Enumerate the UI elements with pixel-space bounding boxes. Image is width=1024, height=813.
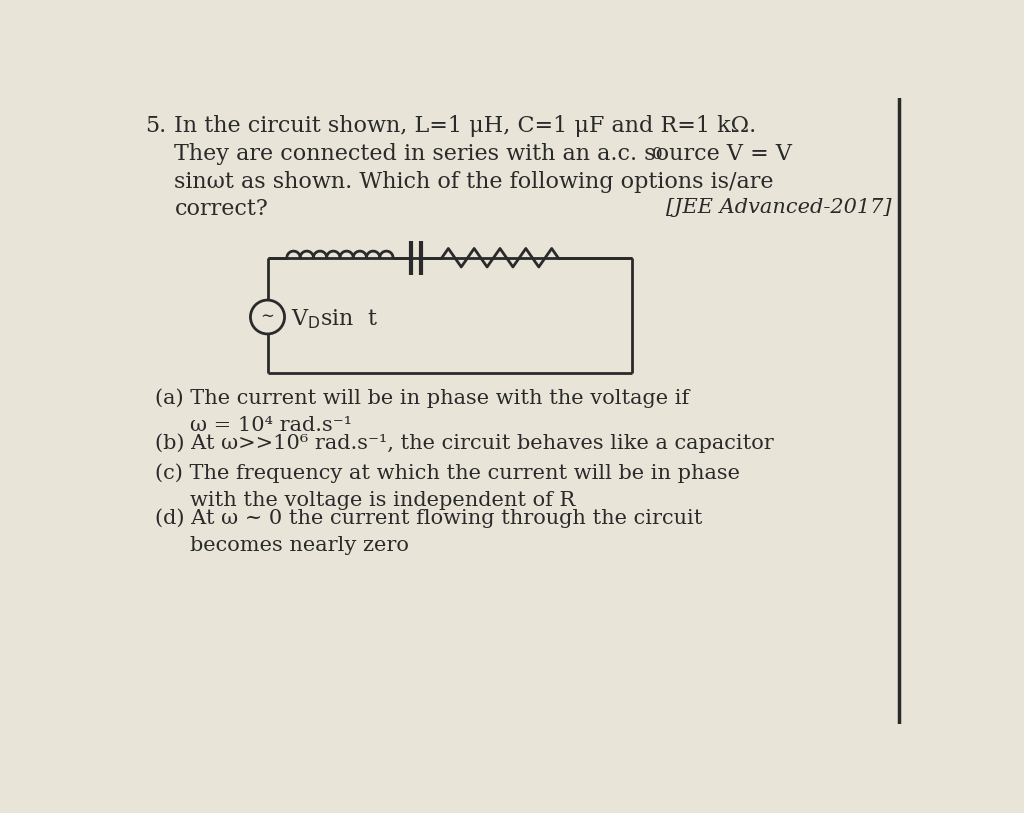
Text: (c) The frequency at which the current will be in phase: (c) The frequency at which the current w… bbox=[155, 463, 740, 483]
Text: 0: 0 bbox=[652, 146, 663, 163]
Text: ∼: ∼ bbox=[260, 308, 274, 324]
Text: becomes nearly zero: becomes nearly zero bbox=[190, 536, 409, 554]
Text: (d) At ω ~ 0 the current flowing through the circuit: (d) At ω ~ 0 the current flowing through… bbox=[155, 508, 702, 528]
Text: correct?: correct? bbox=[174, 198, 268, 220]
Text: sinωt as shown. Which of the following options is/are: sinωt as shown. Which of the following o… bbox=[174, 171, 774, 193]
Text: V$_{\rm D}$sin  t: V$_{\rm D}$sin t bbox=[291, 307, 378, 331]
Text: (a) The current will be in phase with the voltage if: (a) The current will be in phase with th… bbox=[155, 389, 689, 408]
Text: with the voltage is independent of R: with the voltage is independent of R bbox=[190, 491, 575, 510]
Text: [JEE Advanced-2017]: [JEE Advanced-2017] bbox=[666, 198, 891, 217]
Text: In the circuit shown, L=1 μH, C=1 μF and R=1 kΩ.: In the circuit shown, L=1 μH, C=1 μF and… bbox=[174, 115, 757, 137]
Text: ω = 10⁴ rad.s⁻¹: ω = 10⁴ rad.s⁻¹ bbox=[190, 416, 352, 435]
Text: (b) At ω>>10⁶ rad.s⁻¹, the circuit behaves like a capacitor: (b) At ω>>10⁶ rad.s⁻¹, the circuit behav… bbox=[155, 433, 774, 453]
Text: 5.: 5. bbox=[145, 115, 166, 137]
Text: They are connected in series with an a.c. source V = V: They are connected in series with an a.c… bbox=[174, 143, 793, 165]
